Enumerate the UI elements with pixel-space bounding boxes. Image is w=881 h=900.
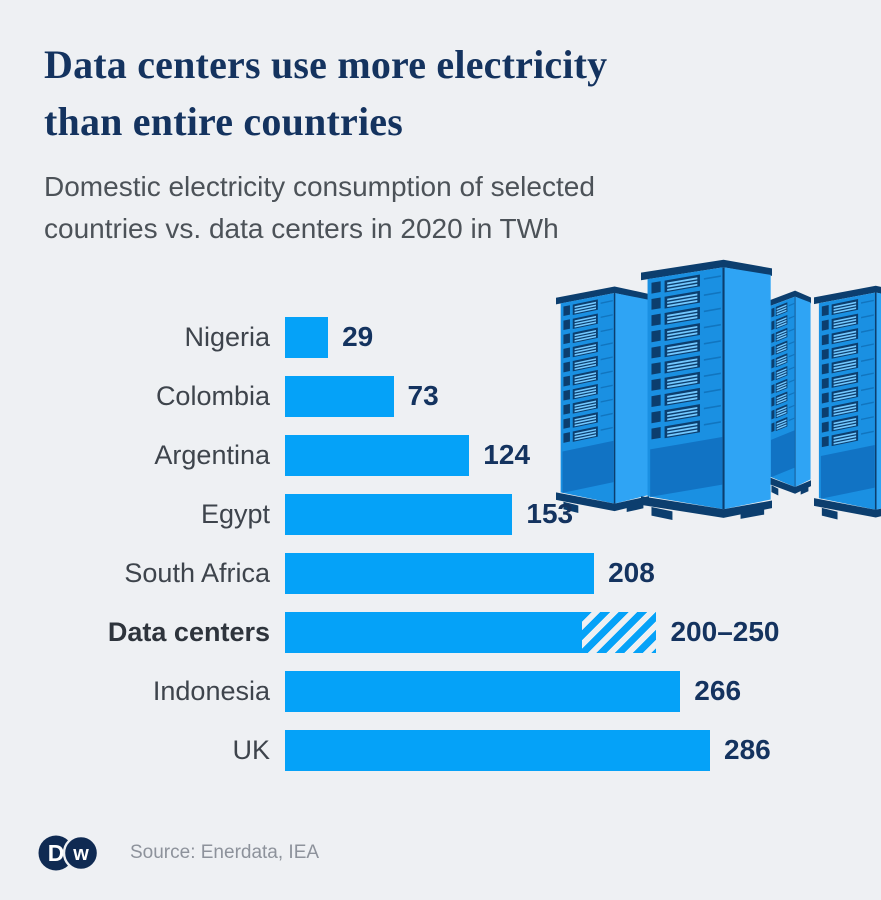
- subtitle-line-2: countries vs. data centers in 2020 in TW…: [44, 212, 559, 244]
- bar-value-argentina: 124: [483, 439, 531, 471]
- bar-fill: [285, 493, 513, 535]
- bar-fill: [285, 375, 394, 417]
- bar-south-africa: [285, 552, 595, 594]
- chart-subtitle: Domestic electricity consumption of sele…: [44, 166, 837, 248]
- bar-value-nigeria: 29: [342, 321, 374, 353]
- footer: D w Source: Enerdata, IEA: [38, 834, 319, 872]
- dw-logo-circle-left: [38, 835, 74, 871]
- bar-label-indonesia: Indonesia: [152, 675, 270, 706]
- bar-fill: [285, 611, 583, 653]
- chart-row-uk: UK 286: [0, 729, 881, 771]
- bar-fill: [285, 670, 681, 712]
- dw-logo-letter-d: D: [48, 840, 65, 866]
- bar-value-uk: 286: [724, 734, 771, 766]
- bar-fill: [285, 729, 710, 771]
- bar-indonesia: [285, 670, 681, 712]
- dw-logo-circle-right: [62, 834, 100, 872]
- bar-fill: [285, 434, 470, 476]
- bar-uk: [285, 729, 710, 771]
- chart-row-nigeria: Nigeria 29: [0, 316, 881, 358]
- page-title: Data centers use more electricity than e…: [44, 36, 837, 150]
- subtitle-line-1: Domestic electricity consumption of sele…: [44, 171, 595, 203]
- bar-nigeria: [285, 316, 329, 358]
- bar-label-south-africa: South Africa: [124, 557, 270, 588]
- chart-row-colombia: Colombia 73: [0, 375, 881, 417]
- bar-label-egypt: Egypt: [200, 498, 270, 529]
- source-credit: Source: Enerdata, IEA: [130, 842, 320, 863]
- bar-argentina: [285, 434, 470, 476]
- bar-fill: [285, 552, 595, 594]
- bar-label-nigeria: Nigeria: [184, 321, 270, 352]
- chart-row-egypt: Egypt 153: [0, 493, 881, 535]
- chart-row-argentina: Argentina 124: [0, 434, 881, 476]
- bar-value-data-centers: 200–250: [670, 616, 780, 648]
- bar-colombia: [285, 375, 394, 417]
- bar-value-colombia: 73: [407, 380, 439, 412]
- dw-logo-icon: D w: [38, 834, 100, 872]
- bar-fill: [285, 316, 329, 358]
- bar-value-indonesia: 266: [694, 675, 742, 707]
- title-line-2: than entire countries: [44, 99, 403, 145]
- chart-row-indonesia: Indonesia 266: [0, 670, 881, 712]
- bar-value-egypt: 153: [526, 498, 574, 530]
- bar-value-south-africa: 208: [608, 557, 655, 589]
- bar-label-colombia: Colombia: [155, 380, 270, 411]
- title-line-1: Data centers use more electricity: [44, 42, 608, 87]
- bar-chart: Nigeria 29 Colombia 73 Argentina 124 Egy…: [0, 316, 881, 771]
- bar-label-data-centers: Data centers: [107, 616, 270, 647]
- bar-data-centers: [285, 611, 657, 653]
- bar-hatch-uncertainty: [582, 611, 657, 653]
- bar-egypt: [285, 493, 513, 535]
- chart-row-south-africa: South Africa 208: [0, 552, 881, 594]
- dw-logo-letter-w: w: [72, 843, 89, 865]
- chart-row-data-centers: Data centers 200–250: [0, 611, 881, 653]
- bar-label-uk: UK: [232, 734, 270, 765]
- bar-label-argentina: Argentina: [154, 439, 270, 470]
